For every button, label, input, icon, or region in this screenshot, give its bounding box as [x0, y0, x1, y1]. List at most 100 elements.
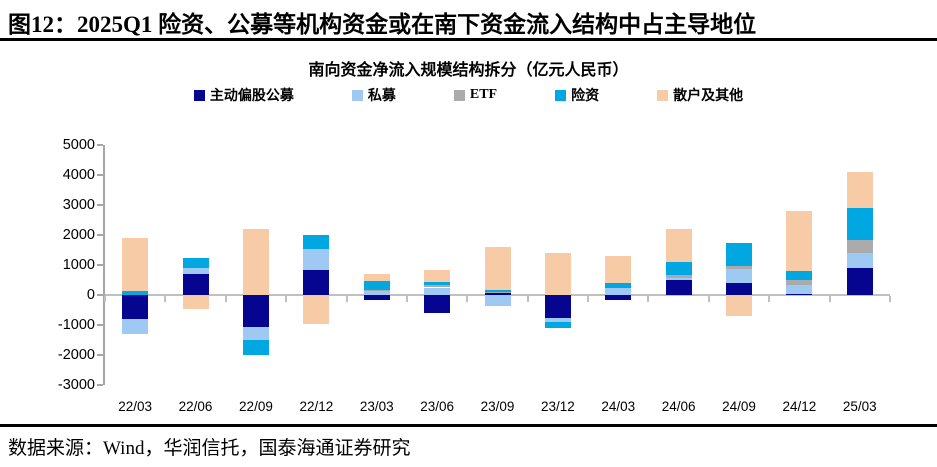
x-axis-label: 22/12 [299, 399, 334, 414]
x-axis-tick [466, 296, 469, 302]
y-axis-tick [97, 144, 103, 146]
legend-item-0: 主动偏股公募 [193, 85, 294, 105]
data-source: 数据来源：Wind，华润信托，国泰海通证券研究 [8, 438, 411, 459]
bar-segment-散户及其他 [484, 247, 511, 290]
bar-segment-ETF [424, 285, 451, 288]
y-axis-tick [97, 294, 103, 296]
bar-segment-主动偏股公募 [786, 293, 813, 295]
page-title: 图12：2025Q1 险资、公募等机构资金或在南下资金流入结构中占主导地位 [8, 12, 757, 37]
y-axis-tick [97, 234, 103, 236]
bar-segment-主动偏股公募 [846, 268, 873, 295]
bar-segment-ETF [726, 266, 753, 269]
chart-title: 南向资金净流入规模结构拆分（亿元人民币） [308, 62, 629, 79]
bar-segment-ETF [484, 292, 511, 294]
bar-segment-私募 [242, 326, 269, 340]
bar-segment-主动偏股公募 [726, 283, 753, 295]
bar-segment-主动偏股公募 [363, 295, 390, 300]
y-axis-tick [97, 204, 103, 206]
legend-label: 主动偏股公募 [209, 89, 294, 104]
bar-segment-险资 [786, 271, 813, 280]
bar-segment-私募 [665, 277, 692, 280]
x-axis-label: 23/12 [540, 399, 575, 414]
y-axis [103, 145, 105, 385]
bar-segment-私募 [544, 317, 571, 322]
bar-segment-散户及其他 [122, 238, 149, 291]
x-axis-label: 24/09 [722, 399, 756, 414]
x-axis-label: 22/09 [239, 399, 273, 414]
bar-segment-私募 [182, 268, 209, 274]
bar-segment-ETF [665, 275, 692, 278]
y-tick-label: -3000 [57, 377, 95, 393]
bar-segment-散户及其他 [665, 229, 692, 262]
y-tick-label: 3000 [62, 197, 95, 213]
y-tick-label: 2000 [62, 227, 95, 243]
legend-swatch-icon [555, 89, 567, 101]
x-axis-tick [224, 296, 227, 302]
x-axis-tick [647, 296, 650, 302]
bar-segment-私募 [363, 291, 390, 295]
bar-segment-私募 [726, 268, 753, 283]
bar-segment-散户及其他 [363, 274, 390, 282]
legend-item-4: 散户及其他 [657, 85, 743, 105]
bar-segment-险资 [846, 208, 873, 240]
legend-swatch-icon [657, 89, 669, 101]
legend-label: 私募 [367, 89, 396, 104]
bar-segment-险资 [242, 340, 269, 355]
x-axis-tick [285, 296, 288, 302]
bar-segment-ETF [846, 239, 873, 253]
bar-segment-私募 [605, 287, 632, 295]
bar-segment-私募 [484, 295, 511, 306]
bar-segment-ETF [363, 289, 390, 292]
bar-segment-散户及其他 [544, 253, 571, 295]
bar-segment-险资 [544, 322, 571, 328]
legend-label: ETF [469, 87, 498, 102]
x-axis-tick [104, 296, 106, 302]
bar-segment-私募 [303, 248, 330, 270]
y-tick-label: -1000 [57, 317, 95, 333]
bar-segment-险资 [303, 235, 330, 249]
y-tick-label: 1000 [62, 257, 95, 273]
y-axis-tick [97, 384, 103, 386]
y-tick-label: 0 [86, 287, 95, 303]
x-axis-label: 24/03 [601, 399, 636, 414]
bar-segment-ETF [786, 280, 813, 285]
bar-segment-主动偏股公募 [665, 280, 692, 295]
x-axis-tick [405, 296, 408, 302]
bar-segment-险资 [484, 289, 511, 292]
legend-swatch-icon [351, 89, 363, 101]
x-axis-label: 23/06 [420, 399, 454, 414]
chart-legend: 主动偏股公募 私募 ETF 险资 散户及其他 [0, 85, 937, 105]
x-axis-label: 22/06 [178, 399, 213, 414]
bar-segment-险资 [122, 290, 149, 295]
legend-label: 散户及其他 [673, 89, 744, 104]
bar-segment-私募 [846, 253, 873, 268]
y-axis-tick [97, 174, 103, 176]
bar-segment-私募 [424, 287, 451, 295]
bar-segment-散户及其他 [303, 295, 330, 324]
x-axis-tick [587, 296, 590, 302]
bar-segment-私募 [786, 284, 813, 294]
x-axis-tick [768, 296, 771, 302]
bar-segment-险资 [363, 281, 390, 290]
x-axis-tick [526, 296, 529, 302]
bar-segment-散户及其他 [182, 295, 209, 309]
title-divider [0, 38, 937, 41]
bar-segment-险资 [726, 243, 753, 267]
bar-segment-散户及其他 [726, 295, 753, 316]
x-axis-tick [345, 296, 348, 302]
bar-segment-险资 [182, 258, 209, 269]
bar-segment-险资 [665, 262, 692, 276]
bar-segment-散户及其他 [786, 211, 813, 271]
legend-swatch-icon [453, 89, 465, 101]
bar-segment-险资 [424, 282, 451, 286]
legend-label: 险资 [571, 89, 600, 104]
bar-segment-散户及其他 [242, 229, 269, 295]
bar-segment-主动偏股公募 [182, 274, 209, 295]
x-axis-tick [707, 296, 710, 302]
y-axis-tick [97, 264, 103, 266]
y-axis-tick [97, 324, 103, 326]
y-tick-label: 4000 [62, 167, 95, 183]
bar-segment-主动偏股公募 [605, 295, 632, 300]
footer-divider [0, 424, 937, 427]
